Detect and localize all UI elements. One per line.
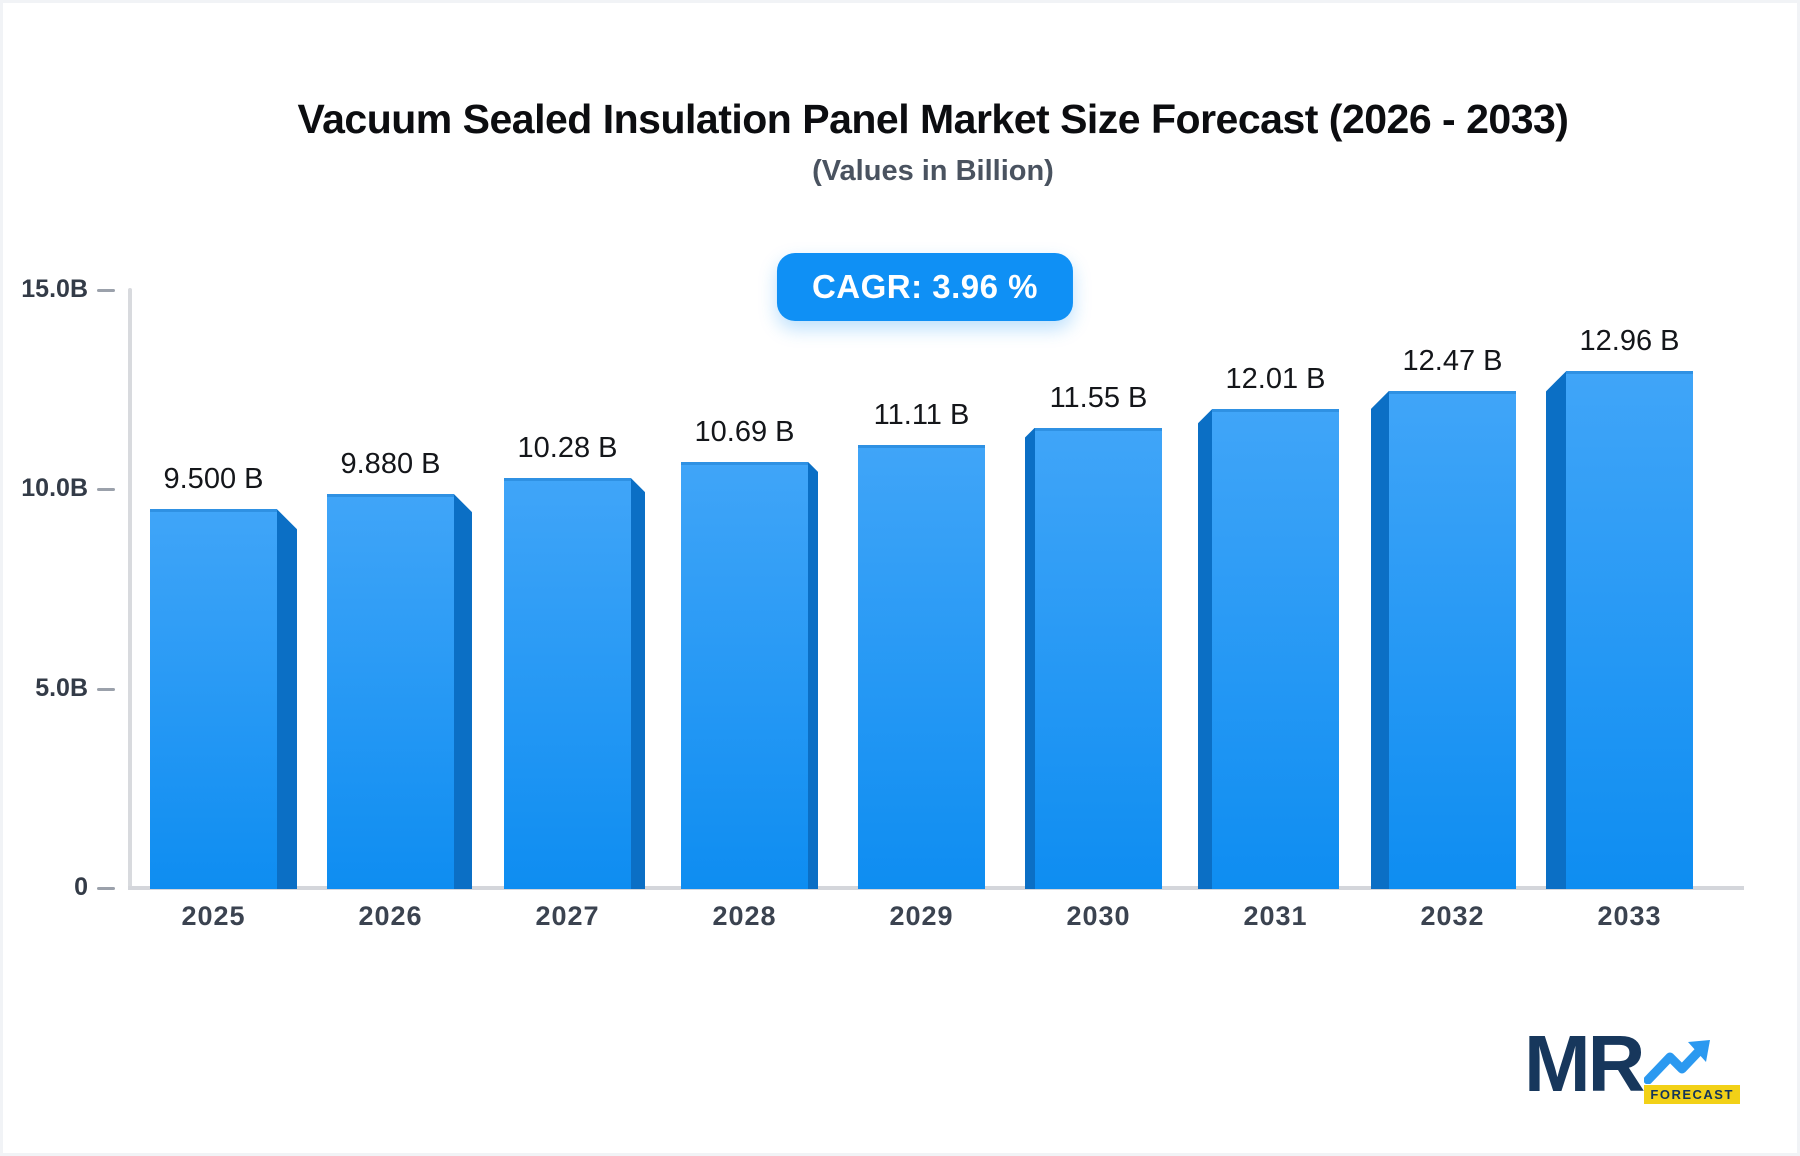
- bar-value-label: 9.500 B: [163, 463, 264, 496]
- y-axis-label: 15.0B: [21, 275, 88, 303]
- logo-arrow-icon: [1644, 1040, 1711, 1084]
- y-axis-tick: [97, 887, 115, 890]
- bar-2031: [1212, 409, 1339, 889]
- chart-title: Vacuum Sealed Insulation Panel Market Si…: [297, 96, 1569, 142]
- bar-value-label: 11.11 B: [873, 399, 970, 432]
- x-axis-label: 2030: [1066, 901, 1131, 931]
- bar-value-label: 10.69 B: [694, 415, 795, 448]
- bar-side-face: [1371, 390, 1389, 889]
- bar-side-face: [1025, 427, 1035, 889]
- y-axis-tick: [97, 488, 115, 492]
- x-axis-label: 2032: [1420, 901, 1485, 931]
- x-axis-label: 2033: [1597, 901, 1662, 931]
- bar-2028: [681, 461, 808, 889]
- bar-2027: [504, 478, 631, 889]
- bar-side-face: [808, 461, 818, 889]
- x-axis-label: 2027: [535, 901, 600, 931]
- bar-2030: [1035, 427, 1162, 889]
- x-axis-label: 2031: [1243, 901, 1308, 931]
- x-axis-label: 2029: [889, 901, 954, 931]
- mr-forecast-logo: MR FORECAST: [1524, 1019, 1740, 1108]
- bar-value-label: 12.96 B: [1579, 325, 1680, 358]
- bar-side-face: [454, 494, 472, 889]
- bar-value-label: 12.01 B: [1225, 363, 1326, 396]
- bar-value-label: 10.28 B: [517, 432, 618, 465]
- bar-value-label: 9.880 B: [340, 448, 441, 481]
- bar-2026: [327, 494, 454, 889]
- bar-side-face: [277, 509, 297, 889]
- y-axis-label: 0: [74, 873, 88, 901]
- logo-right-column: FORECAST: [1644, 1040, 1740, 1104]
- bar-2032: [1389, 390, 1516, 889]
- x-axis-label: 2026: [358, 901, 423, 931]
- y-axis-tick: [97, 687, 115, 691]
- x-axis-label: 2028: [712, 901, 777, 931]
- chart-header: Vacuum Sealed Insulation Panel Market Si…: [0, 0, 1800, 188]
- y-axis-label: 5.0B: [35, 673, 88, 702]
- y-axis-label: 10.0B: [21, 474, 88, 503]
- logo-text: MR: [1524, 1019, 1645, 1108]
- logo-forecast-tag: FORECAST: [1644, 1085, 1740, 1104]
- bar-side-face: [631, 478, 645, 889]
- bar-2029: [858, 445, 985, 889]
- bar-value-label: 11.55 B: [1049, 381, 1148, 414]
- y-axis-line: [128, 288, 132, 888]
- bar-side-face: [1546, 371, 1566, 889]
- x-axis-label: 2025: [181, 901, 246, 931]
- y-axis-tick: [97, 289, 115, 292]
- bar-2025: [150, 509, 277, 889]
- bar-value-label: 12.47 B: [1402, 344, 1503, 377]
- bar-2033: [1566, 371, 1693, 889]
- cagr-badge: CAGR: 3.96 %: [776, 253, 1074, 321]
- chart-subtitle: (Values in Billion): [812, 155, 1054, 187]
- bar-side-face: [1198, 409, 1212, 889]
